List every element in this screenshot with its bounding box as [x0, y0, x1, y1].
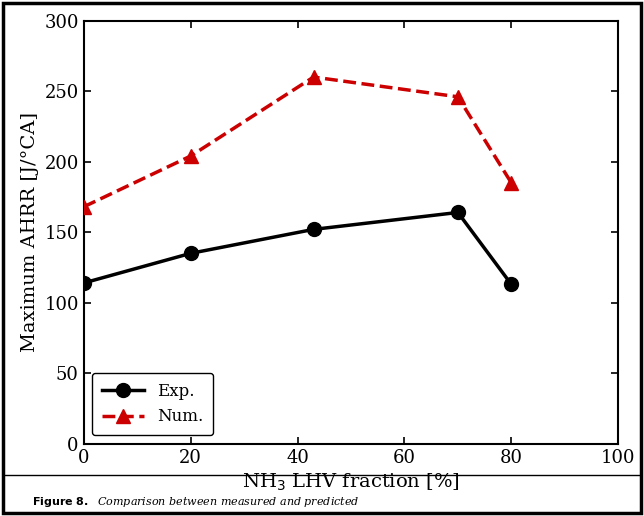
Y-axis label: Maximum AHRR [J/°CA]: Maximum AHRR [J/°CA] [21, 112, 39, 352]
Num. [187, 153, 194, 159]
Text: $\mathbf{Figure\ 8.}$  Comparison between measured and predicted: $\mathbf{Figure\ 8.}$ Comparison between… [32, 495, 360, 509]
Exp. [187, 250, 194, 256]
Exp. [310, 227, 317, 233]
Num. [507, 180, 515, 186]
Exp. [80, 280, 88, 286]
X-axis label: NH$_3$ LHV fraction [%]: NH$_3$ LHV fraction [%] [242, 472, 460, 493]
Exp. [507, 281, 515, 287]
Legend: Exp., Num.: Exp., Num. [92, 373, 213, 436]
Exp. [454, 209, 462, 216]
Num. [310, 74, 317, 80]
Line: Num.: Num. [77, 70, 518, 214]
Num. [80, 204, 88, 210]
Line: Exp.: Exp. [77, 205, 518, 292]
Num. [454, 94, 462, 100]
